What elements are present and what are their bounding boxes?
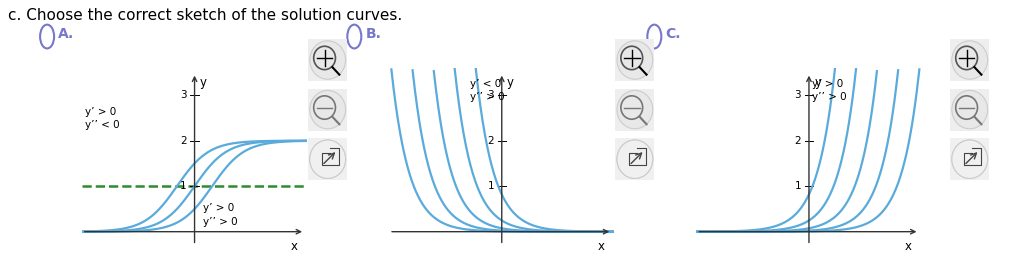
Text: x: x [597, 240, 604, 253]
Circle shape [617, 41, 652, 79]
Circle shape [952, 41, 987, 79]
Text: B.: B. [366, 27, 382, 41]
Text: y’ > 0
y’’ > 0: y’ > 0 y’’ > 0 [204, 204, 238, 227]
Text: y’ > 0
y’’ < 0: y’ > 0 y’’ < 0 [85, 106, 120, 130]
Text: 2: 2 [795, 136, 801, 146]
Text: 3: 3 [180, 90, 186, 100]
Circle shape [952, 140, 987, 179]
Circle shape [952, 90, 987, 129]
Text: y’ < 0
y’’ > 0: y’ < 0 y’’ > 0 [470, 79, 505, 102]
Text: A.: A. [58, 27, 75, 41]
Text: 3: 3 [487, 90, 494, 100]
Text: 2: 2 [487, 136, 494, 146]
Text: C.: C. [666, 27, 681, 41]
Circle shape [310, 140, 345, 179]
Text: x: x [290, 240, 297, 253]
Text: x: x [904, 240, 911, 253]
Circle shape [617, 140, 652, 179]
Text: y: y [507, 76, 514, 89]
Circle shape [310, 41, 345, 79]
Text: y’ > 0
y’’ > 0: y’ > 0 y’’ > 0 [812, 79, 847, 102]
Text: 2: 2 [180, 136, 186, 146]
Text: y: y [200, 76, 207, 89]
Text: c. Choose the correct sketch of the solution curves.: c. Choose the correct sketch of the solu… [8, 8, 402, 23]
Circle shape [310, 140, 345, 179]
Text: 1: 1 [487, 181, 494, 191]
Text: 1: 1 [180, 181, 186, 191]
Circle shape [617, 140, 652, 179]
Circle shape [952, 140, 987, 179]
Text: 1: 1 [795, 181, 801, 191]
Text: y: y [814, 76, 821, 89]
Circle shape [310, 90, 345, 129]
Text: 3: 3 [795, 90, 801, 100]
Circle shape [617, 90, 652, 129]
